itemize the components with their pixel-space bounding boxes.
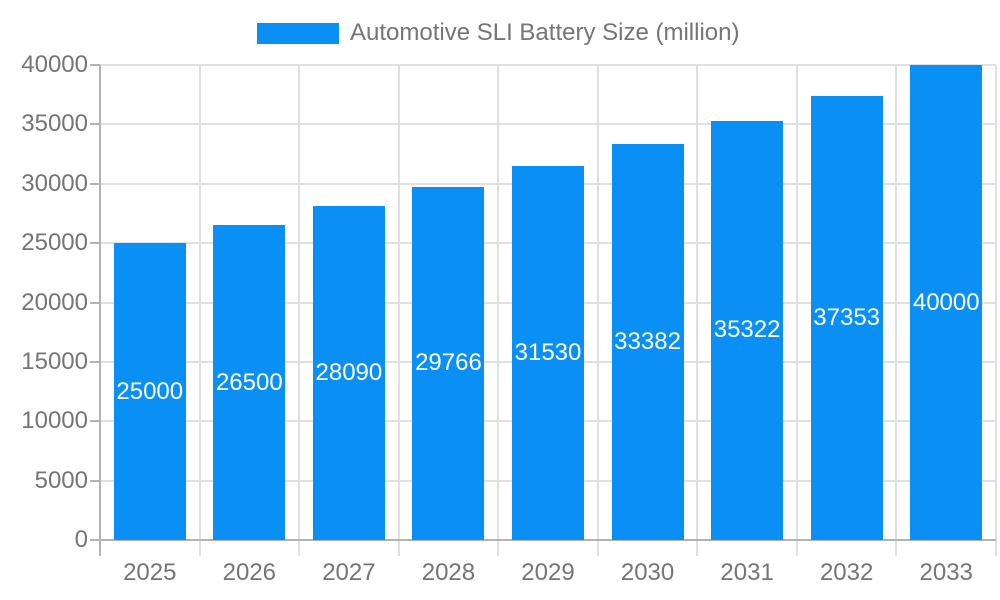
gridline-v: [497, 65, 500, 556]
x-tick-label: 2028: [421, 559, 476, 586]
y-tick-label: 5000: [34, 466, 88, 494]
bar-value-label: 35322: [713, 316, 781, 344]
bar: [412, 186, 485, 540]
gridline-v: [198, 65, 201, 556]
y-axis-line: [99, 65, 101, 556]
bar: [113, 243, 186, 540]
bar-value-label: 29766: [415, 349, 482, 377]
x-tick-label: 2029: [521, 559, 575, 586]
x-axis-line: [90, 539, 996, 541]
gridline-h: [100, 123, 996, 126]
y-tick-mark: [90, 123, 100, 126]
y-tick-label: 15000: [21, 347, 88, 375]
bar-value-label: 28090: [315, 359, 383, 387]
y-tick-label: 30000: [21, 169, 88, 197]
legend-swatch-icon: [257, 23, 339, 44]
y-tick-mark: [90, 360, 100, 363]
y-tick-label: 25000: [21, 229, 88, 257]
bar: [512, 165, 584, 540]
x-tick-label: 2030: [620, 559, 675, 586]
y-tick-mark: [90, 182, 100, 185]
x-tick-label: 2033: [919, 559, 973, 586]
gridline-h: [100, 64, 996, 66]
y-tick-label: 40000: [21, 51, 88, 78]
gridline-v: [596, 65, 599, 556]
y-tick-label: 10000: [21, 407, 88, 435]
y-tick-label: 20000: [21, 288, 88, 316]
bar: [213, 225, 286, 540]
gridline-v: [298, 65, 301, 556]
bar: [611, 143, 684, 540]
gridline-v: [397, 65, 400, 556]
x-tick-label: 2026: [222, 559, 277, 586]
y-tick-label: 0: [74, 526, 88, 553]
legend-label: Automotive SLI Battery Size (million): [350, 19, 740, 46]
y-tick-mark: [90, 301, 100, 304]
bar: [711, 120, 784, 540]
x-tick-label: 2032: [819, 559, 874, 586]
gridline-v: [795, 65, 798, 556]
bar: [810, 96, 883, 540]
bar: [312, 206, 385, 540]
y-tick-label: 35000: [21, 110, 88, 138]
x-tick-label: 2025: [123, 559, 177, 586]
y-tick-mark: [90, 479, 100, 482]
bar-value-label: 33382: [614, 327, 681, 355]
bar-value-label: 25000: [116, 377, 184, 405]
y-tick-mark: [90, 420, 100, 423]
bar-value-label: 31530: [514, 338, 582, 366]
legend: Automotive SLI Battery Size (million): [0, 18, 1000, 48]
gridline-v: [995, 65, 997, 556]
bar-value-label: 37353: [813, 304, 881, 332]
y-tick-mark: [90, 64, 100, 66]
bar-value-label: 26500: [215, 368, 283, 396]
x-tick-label: 2031: [720, 559, 774, 586]
bar-value-label: 40000: [912, 288, 980, 316]
y-tick-mark: [90, 242, 100, 245]
x-tick-label: 2027: [322, 559, 376, 586]
bar: [910, 65, 983, 540]
gridline-v: [895, 65, 898, 556]
gridline-v: [696, 65, 699, 556]
